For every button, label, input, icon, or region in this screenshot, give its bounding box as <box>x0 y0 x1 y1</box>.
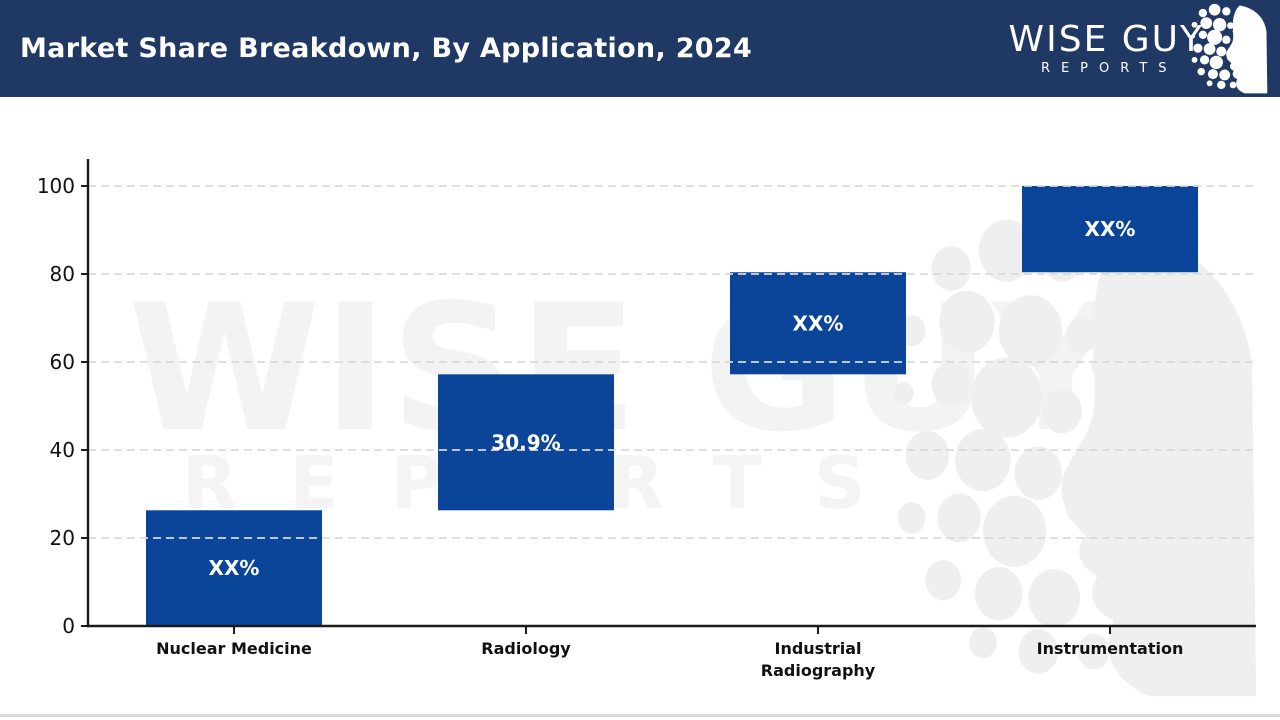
x-label-nuclear-medicine: Nuclear Medicine <box>156 639 312 658</box>
page-title: Market Share Breakdown, By Application, … <box>20 33 753 64</box>
y-tick-label-60: 60 <box>50 350 75 374</box>
logo-subtext: REPORTS <box>1040 60 1178 76</box>
bar-label-radiology: 30.9% <box>491 430 560 454</box>
chart-svg: XX% 30.9% XX% XX% 0 20 40 60 80 100 Nuclear Medici… <box>37 159 1256 680</box>
bar-label-instrumentation: XX% <box>1085 217 1136 241</box>
chart-area: WISE GUY REPORTS XX%30.9%XX%XX%020406080… <box>0 97 1280 717</box>
header-bar: Market Share Breakdown, By Application, … <box>0 0 1280 97</box>
y-tick-label-100: 100 <box>37 174 75 198</box>
y-tick-label-80: 80 <box>50 262 75 286</box>
dotted-head-logo-icon <box>1184 3 1272 95</box>
bar-radiology <box>438 374 614 511</box>
logo-wordmark: WISE GUY <box>1008 18 1204 60</box>
bar-label-industrial-radiography: XX% <box>793 311 844 335</box>
x-label-radiology: Radiology <box>481 639 571 658</box>
bar-label-nuclear-medicine: XX% <box>209 556 260 580</box>
x-label-instrumentation: Instrumentation <box>1037 639 1184 658</box>
wise-guy-logo: WISE GUY REPORTS <box>1009 3 1273 95</box>
bar-industrial-radiography <box>730 272 906 375</box>
logo-text: WISE GUY REPORTS <box>1008 18 1205 76</box>
bar-nuclear-medicine <box>146 510 322 626</box>
y-tick-label-40: 40 <box>50 438 75 462</box>
x-label-industrial-radiography: Industrial Radiography <box>761 639 876 680</box>
y-tick-label-0: 0 <box>62 614 75 638</box>
y-tick-label-20: 20 <box>50 526 75 550</box>
